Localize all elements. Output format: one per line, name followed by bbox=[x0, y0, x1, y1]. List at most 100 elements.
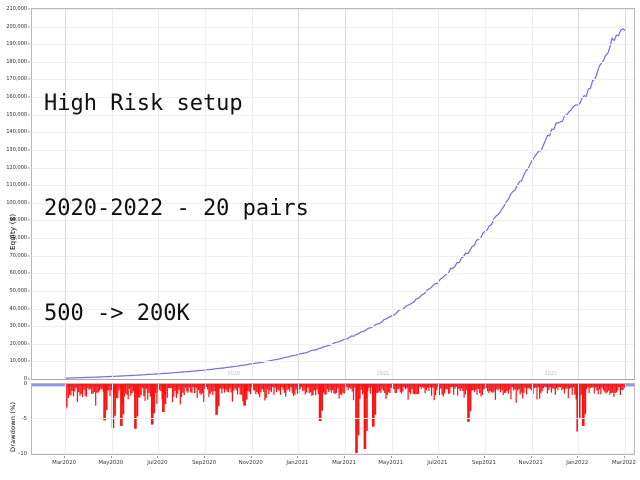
drawdown-bar bbox=[177, 384, 179, 394]
drawdown-vgridline bbox=[485, 384, 486, 454]
drawdown-bar bbox=[281, 384, 283, 388]
drawdown-bar bbox=[229, 384, 231, 389]
equity-axis-label: Equity ($) bbox=[9, 213, 17, 250]
drawdown-bar bbox=[237, 384, 239, 395]
drawdown-bar bbox=[548, 384, 550, 391]
drawdown-bar bbox=[148, 384, 150, 393]
drawdown-bar bbox=[103, 384, 106, 421]
equity-hgridline bbox=[32, 114, 634, 116]
drawdown-bar bbox=[99, 384, 101, 391]
drawdown-bar bbox=[328, 384, 330, 393]
drawdown-bar bbox=[289, 384, 291, 392]
equity-y-axis: 0 10,000 20,000 30,000 40,000 50,000 60,000 70,… bbox=[0, 6, 30, 382]
drawdown-bar bbox=[431, 384, 433, 396]
drawdown-bar bbox=[126, 384, 128, 395]
x-tick-label: Jul2021 bbox=[427, 460, 448, 466]
drawdown-bar bbox=[256, 384, 258, 392]
drawdown-bar bbox=[621, 384, 623, 390]
drawdown-bar bbox=[449, 384, 451, 394]
drawdown-bar bbox=[425, 384, 427, 391]
drawdown-bar bbox=[322, 384, 325, 393]
drawdown-bar bbox=[80, 384, 82, 394]
drawdown-bar bbox=[585, 384, 588, 390]
drawdown-bar bbox=[489, 384, 491, 392]
drawdown-bar bbox=[535, 384, 537, 388]
drawdown-bar bbox=[447, 384, 450, 394]
drawdown-bar bbox=[515, 384, 517, 403]
drawdown-bar bbox=[270, 384, 272, 393]
drawdown-bar bbox=[149, 384, 151, 397]
equity-vgridline bbox=[531, 9, 533, 379]
drawdown-bar bbox=[404, 384, 407, 390]
drawdown-bar bbox=[141, 384, 144, 389]
drawdown-bar bbox=[466, 384, 468, 391]
equity-y-tick-label: 150,000 bbox=[6, 111, 27, 118]
drawdown-bar bbox=[614, 384, 616, 393]
drawdown-bar bbox=[442, 384, 444, 397]
drawdown-bar bbox=[348, 384, 351, 388]
drawdown-bar bbox=[475, 384, 477, 390]
x-tick-label: Mar2021 bbox=[332, 460, 356, 466]
drawdown-bar bbox=[101, 384, 103, 390]
drawdown-bar bbox=[524, 384, 526, 388]
drawdown-bar bbox=[366, 384, 368, 431]
drawdown-bar bbox=[388, 384, 390, 393]
drawdown-bar bbox=[516, 384, 519, 391]
drawdown-bar bbox=[591, 384, 593, 388]
drawdown-bar bbox=[432, 384, 434, 388]
drawdown-bar bbox=[440, 384, 442, 389]
drawdown-bar bbox=[354, 384, 356, 388]
drawdown-bar bbox=[582, 384, 585, 426]
equity-hgridline bbox=[32, 238, 634, 240]
drawdown-bar bbox=[576, 384, 579, 432]
drawdown-bar bbox=[414, 384, 416, 395]
drawdown-bar bbox=[444, 384, 446, 394]
drawdown-bar bbox=[487, 384, 489, 392]
drawdown-bar bbox=[464, 384, 466, 395]
drawdown-bar bbox=[393, 384, 395, 390]
drawdown-bar bbox=[156, 384, 158, 404]
drawdown-bar bbox=[197, 384, 200, 390]
drawdown-bar bbox=[363, 384, 367, 450]
drawdown-bar bbox=[598, 384, 601, 390]
equity-y-tick-mark bbox=[28, 8, 30, 10]
drawdown-bar bbox=[224, 384, 226, 393]
drawdown-y-axis: 0 -5 -10 bbox=[0, 381, 30, 457]
drawdown-bar bbox=[410, 384, 412, 395]
drawdown-bar bbox=[291, 384, 293, 394]
drawdown-bar bbox=[502, 384, 504, 396]
drawdown-bar bbox=[242, 384, 244, 402]
x-tick-label: Sep2020 bbox=[192, 460, 217, 466]
drawdown-bar bbox=[562, 384, 564, 389]
drawdown-bar bbox=[472, 384, 474, 391]
drawdown-bar bbox=[138, 384, 140, 398]
drawdown-bar bbox=[191, 384, 193, 393]
drawdown-bar bbox=[500, 384, 502, 393]
drawdown-bar bbox=[325, 384, 327, 395]
drawdown-bar bbox=[480, 384, 482, 397]
drawdown-bar bbox=[623, 384, 625, 388]
drawdown-bar bbox=[351, 384, 353, 392]
drawdown-bar bbox=[111, 384, 115, 429]
drawdown-bar bbox=[114, 384, 116, 416]
x-tick-mark bbox=[484, 456, 485, 458]
drawdown-bar bbox=[204, 384, 206, 389]
drawdown-bar bbox=[277, 384, 279, 390]
drawdown-bar bbox=[437, 384, 439, 388]
equity-y-tick-mark bbox=[28, 184, 30, 186]
drawdown-vgridline bbox=[298, 384, 300, 454]
drawdown-bar bbox=[529, 384, 532, 390]
equity-y-tick-mark bbox=[28, 360, 30, 362]
drawdown-bar bbox=[183, 384, 185, 396]
drawdown-bar bbox=[186, 384, 188, 392]
drawdown-bar bbox=[606, 384, 608, 393]
drawdown-bar bbox=[501, 384, 503, 391]
drawdown-bar bbox=[434, 384, 437, 396]
drawdown-bar bbox=[294, 384, 296, 395]
drawdown-bar bbox=[278, 384, 280, 391]
drawdown-bar bbox=[118, 384, 120, 391]
equity-hgridline bbox=[32, 61, 634, 63]
drawdown-bar bbox=[110, 384, 112, 391]
drawdown-bar bbox=[371, 384, 373, 388]
drawdown-bar bbox=[584, 384, 587, 415]
